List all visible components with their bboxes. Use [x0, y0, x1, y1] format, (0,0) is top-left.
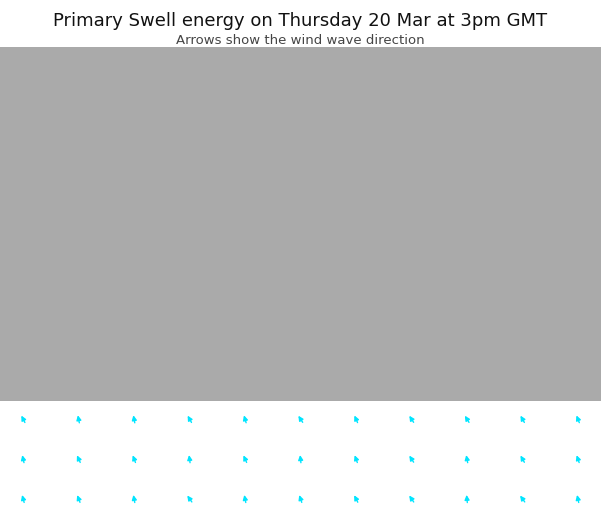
Text: Arrows show the wind wave direction: Arrows show the wind wave direction: [176, 34, 425, 47]
Bar: [0, 47, 601, 401]
Text: Primary Swell energy on Thursday 20 Mar at 3pm GMT: Primary Swell energy on Thursday 20 Mar …: [53, 12, 548, 30]
